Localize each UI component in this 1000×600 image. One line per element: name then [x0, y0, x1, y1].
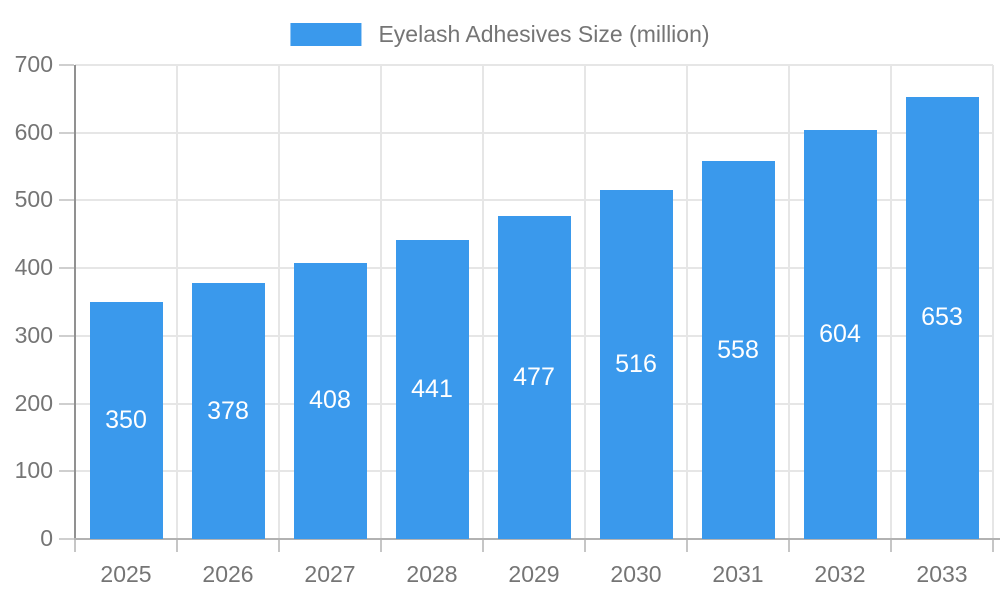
bar-value-label: 604	[819, 319, 861, 348]
gridline-v-6	[686, 65, 688, 539]
y-tick-label: 600	[14, 118, 53, 145]
x-tick-label-2025: 2025	[100, 561, 152, 587]
bar-value-label: 441	[411, 375, 453, 404]
y-tick-label: 500	[14, 186, 53, 213]
y-axis-tick-0	[59, 538, 74, 540]
y-tick-label: 300	[14, 321, 53, 348]
bar-value-label: 653	[921, 303, 963, 332]
gridline-v-3	[380, 65, 382, 539]
gridline-v-7	[788, 65, 790, 539]
gridline-h-500	[75, 199, 993, 202]
x-axis-tick-2	[278, 540, 280, 552]
x-tick-label-2030: 2030	[610, 561, 662, 587]
bar-value-label: 408	[309, 386, 351, 415]
bar-2032[interactable]: 604	[803, 130, 877, 539]
bar-value-label: 378	[207, 396, 249, 425]
bar-2027[interactable]: 408	[293, 262, 367, 539]
bar-value-label: 350	[105, 406, 147, 434]
gridline-v-8	[890, 65, 892, 539]
bar-2026[interactable]: 378	[191, 283, 265, 539]
y-axis-tick-500	[59, 199, 74, 202]
x-axis-tick-1	[176, 540, 178, 552]
y-axis-tick-700	[59, 64, 74, 66]
y-axis-line	[74, 65, 76, 540]
gridline-v-1	[176, 65, 178, 539]
bar-value-label: 516	[615, 349, 657, 378]
gridline-v-2	[278, 65, 280, 539]
x-tick-label-2031: 2031	[712, 561, 764, 587]
x-tick-label-2028: 2028	[406, 561, 458, 587]
gridline-v-4	[482, 65, 484, 539]
gridline-v-9	[992, 65, 994, 539]
x-tick-label-2027: 2027	[304, 561, 356, 587]
x-axis-tick-7	[788, 540, 790, 552]
bar-2030[interactable]: 516	[599, 189, 673, 539]
y-tick-label: 700	[14, 51, 53, 77]
y-axis-tick-100	[59, 470, 74, 473]
y-tick-label: 100	[14, 457, 53, 484]
y-axis-tick-600	[59, 131, 74, 134]
y-axis-tick-400	[59, 267, 74, 270]
x-axis-line	[74, 538, 1000, 540]
legend-swatch-icon	[290, 23, 362, 46]
bar-2028[interactable]: 441	[395, 240, 469, 539]
y-axis-tick-300	[59, 334, 74, 337]
bar-2031[interactable]: 558	[701, 161, 775, 539]
x-axis-tick-5	[584, 540, 586, 552]
bar-2033[interactable]: 653	[905, 96, 979, 539]
x-tick-label-2026: 2026	[202, 561, 254, 587]
gridline-h-700	[75, 64, 993, 66]
bar-2029[interactable]: 477	[497, 216, 571, 539]
y-tick-label: 200	[14, 389, 53, 416]
gridline-h-600	[75, 131, 993, 134]
bar-2025[interactable]: 350	[89, 302, 163, 539]
x-axis-tick-8	[890, 540, 892, 552]
x-axis-tick-4	[482, 540, 484, 552]
bar-value-label: 558	[717, 335, 759, 364]
x-axis-tick-9	[992, 540, 994, 552]
y-axis-tick-200	[59, 402, 74, 405]
x-tick-label-2032: 2032	[814, 561, 866, 587]
x-axis-tick-6	[686, 540, 688, 552]
x-tick-label-2029: 2029	[508, 561, 560, 587]
x-axis-tick-0	[74, 540, 76, 552]
y-tick-label: 0	[40, 525, 53, 551]
y-tick-label: 400	[14, 254, 53, 281]
gridline-v-5	[584, 65, 586, 539]
legend-item[interactable]: Eyelash Adhesives Size (million)	[290, 21, 710, 48]
bar-value-label: 477	[513, 362, 555, 391]
legend-label: Eyelash Adhesives Size (million)	[378, 21, 710, 47]
x-tick-label-2033: 2033	[916, 561, 968, 587]
x-axis-tick-3	[380, 540, 382, 552]
